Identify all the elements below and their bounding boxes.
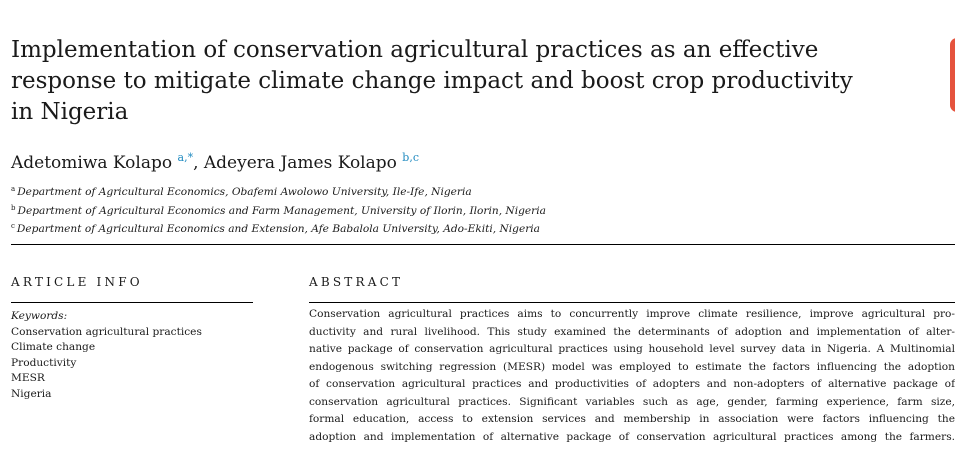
author-name: Adeyera James Kolapo [203,153,397,173]
journal-badge-edge [950,38,955,112]
author-name: Adetomiwa Kolapo [11,153,173,173]
keyword-item: Productivity [11,356,77,369]
abstract-text: Conservation agricultural practices aims… [309,306,955,446]
affiliation-text: Department of Agricultural Economics and… [16,223,540,235]
keyword-item: Nigeria [11,387,52,400]
abstract-line: Conservation agricultural practices aims… [309,308,955,320]
abstract-line: endogenous switching regression (MESR) m… [309,360,955,373]
title-line: in Nigeria [11,99,129,125]
abstract-line: formal education, access to extension se… [309,413,955,425]
article-info-divider [11,302,253,303]
abstract-line: ductivity and rural livelihood. This stu… [309,325,955,338]
affiliation-text: Department of Agricultural Economics, Ob… [17,186,472,198]
abstract-line: conservation agricultural practices. Sig… [309,395,955,408]
section-divider [11,244,955,245]
keywords-block: Keywords: Conservation agricultural prac… [11,309,202,402]
abstract-line: of conservation agricultural practices a… [309,378,955,390]
title-line: response to mitigate climate change impa… [11,68,853,94]
title-line: Implementation of conservation agricultu… [11,37,819,63]
affiliation-mark: b [11,203,16,212]
abstract-line: adoption and implementation of alternati… [309,430,955,443]
abstract-heading: ABSTRACT [309,275,404,289]
abstract-line: native package of conservation agricultu… [309,343,955,355]
article-info-heading: ARTICLE INFO [11,275,143,289]
affiliation-list: a Department of Agricultural Economics, O… [11,182,546,238]
keyword-item: Conservation agricultural practices [11,325,202,338]
affiliation-mark: c [11,222,15,230]
keywords-label: Keywords: [11,310,68,322]
keyword-item: Climate change [11,341,96,353]
abstract-divider [309,302,955,303]
author-separator: , [193,153,204,173]
author-affiliation-link[interactable]: a,* [177,151,194,164]
author-list: Adetomiwa Kolapo a,*, Adeyera James Kola… [11,144,419,177]
affiliation-text: Department of Agricultural Economics and… [17,204,546,217]
affiliation-mark: a [11,185,16,193]
affiliation-item: c Department of Agricultural Economics an… [11,219,546,238]
affiliation-item: b Department of Agricultural Economics an… [11,201,546,220]
keyword-item: MESR [11,372,45,384]
article-title: Implementation of conservation agricultu… [11,35,871,128]
affiliation-item: a Department of Agricultural Economics, O… [11,182,546,201]
author-affiliation-link[interactable]: b,c [402,151,419,164]
